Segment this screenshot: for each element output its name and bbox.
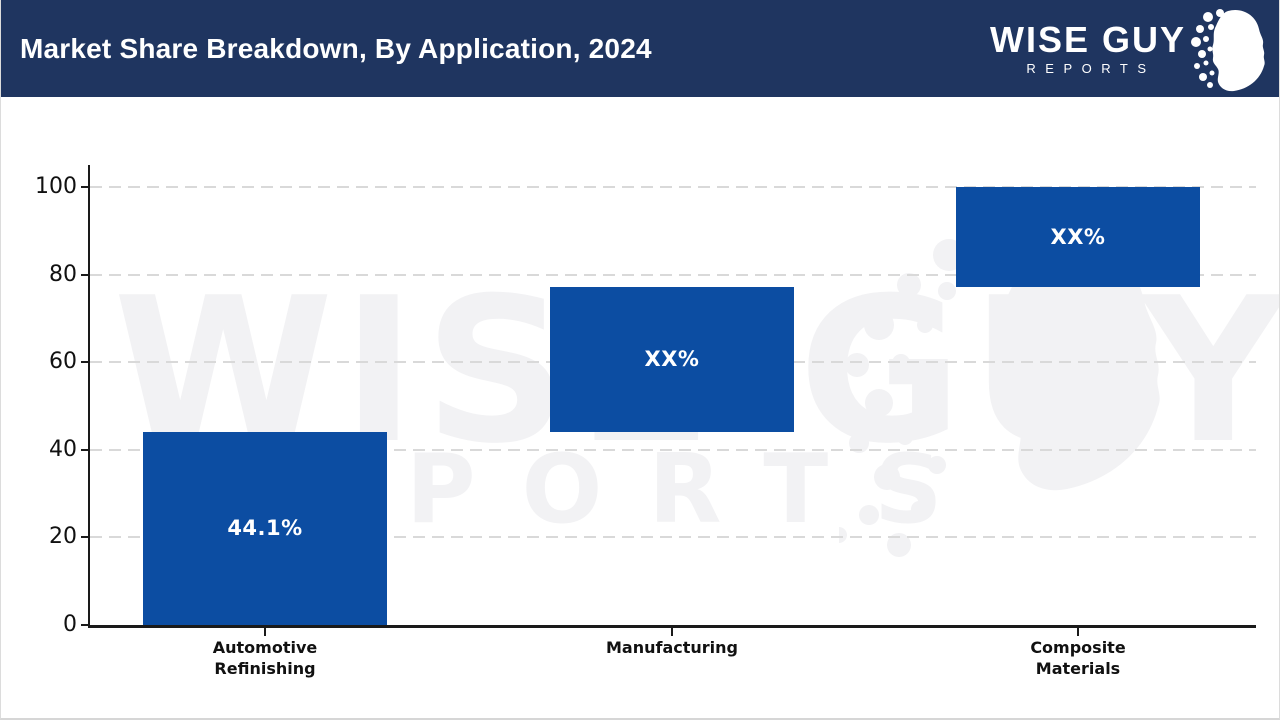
bar-value-label: XX% xyxy=(1050,224,1106,249)
x-tick-mark-manufacturing xyxy=(671,628,673,636)
y-tick-mark-20 xyxy=(81,536,88,539)
gridline-100 xyxy=(90,186,1256,188)
x-axis-line xyxy=(88,625,1256,628)
y-tick-label-80: 80 xyxy=(49,261,77,287)
bar-manufacturing: XX% xyxy=(550,286,794,432)
gridline-40 xyxy=(90,448,1256,451)
header-bar: Market Share Breakdown, By Application, … xyxy=(1,0,1279,97)
y-tick-label-40: 40 xyxy=(49,436,77,462)
logo-wordmark: WISE GUY xyxy=(989,18,1186,60)
bar-value-label: 44.1% xyxy=(227,516,303,541)
gridline-80 xyxy=(90,273,1256,276)
y-tick-label-20: 20 xyxy=(49,524,77,550)
y-tick-mark-100 xyxy=(81,186,88,188)
page-title: Market Share Breakdown, By Application, … xyxy=(20,32,652,64)
x-label-manufacturing: Manufacturing xyxy=(606,638,738,657)
x-label-composite-materials: Composite Materials xyxy=(1030,638,1126,678)
y-axis-line xyxy=(88,165,90,627)
y-tick-mark-60 xyxy=(81,361,88,364)
logo-subtext: REPORTS xyxy=(1026,60,1156,76)
y-tick-mark-40 xyxy=(81,448,88,451)
y-tick-label-60: 60 xyxy=(49,349,77,375)
logo-text: WISE GUY REPORTS xyxy=(989,18,1186,76)
bar-value-label: XX% xyxy=(644,347,700,372)
watermark-head-icon xyxy=(839,231,1160,557)
x-tick-mark-automotive-refinishing xyxy=(264,628,266,636)
bar-composite-materials: XX% xyxy=(956,187,1200,287)
y-tick-label-0: 0 xyxy=(63,612,77,637)
y-tick-mark-80 xyxy=(81,273,88,276)
y-tick-mark-0 xyxy=(81,624,88,626)
brand-logo: WISE GUY REPORTS xyxy=(989,5,1279,93)
gridline-20 xyxy=(90,536,1256,539)
x-tick-mark-composite-materials xyxy=(1077,628,1079,636)
bar-automotive-refinishing: 44.1% xyxy=(143,431,387,625)
y-tick-label-100: 100 xyxy=(35,174,77,199)
logo-head-icon xyxy=(1191,8,1265,91)
x-label-automotive-refinishing: Automotive Refinishing xyxy=(212,638,318,678)
